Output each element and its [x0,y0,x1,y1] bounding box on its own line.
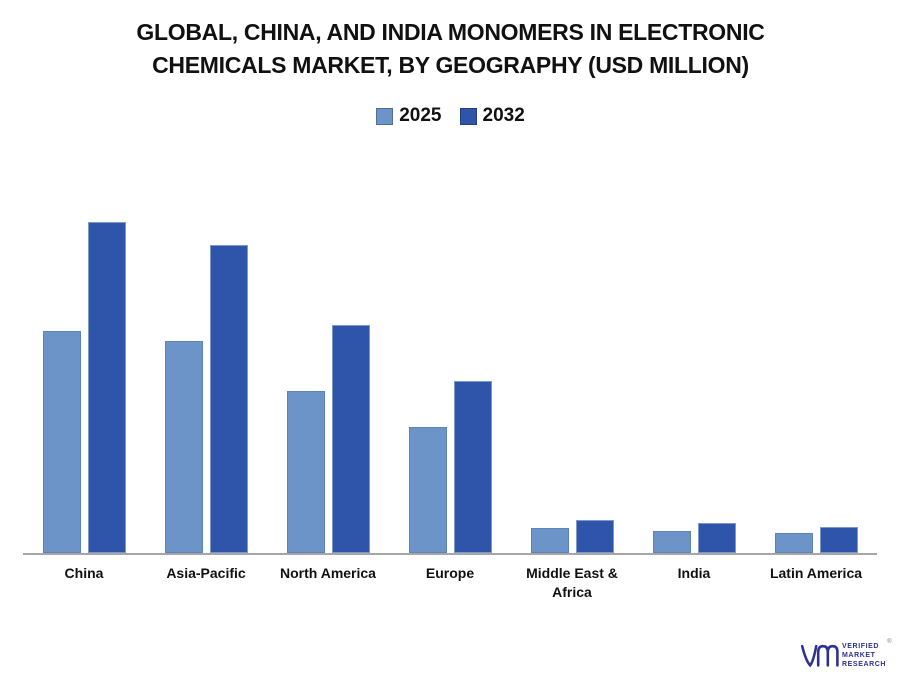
bar-2032-latin-america [819,526,858,553]
x-axis-label-middle-east-africa: Middle East & Africa [526,565,618,600]
bar-2032-india [697,523,736,553]
chart-title-line1: GLOBAL, CHINA, AND INDIA MONOMERS IN ELE… [136,19,765,45]
x-axis-line [23,553,877,555]
x-axis-label-latin-america: Latin America [769,565,863,581]
bar-2025-north-america [286,390,325,553]
category-group-india [633,149,755,553]
category-group-middle-east-africa [511,149,633,553]
bar-2032-north-america [331,324,370,553]
category-group-asia-pacific [145,149,267,553]
chart-title-line2: CHEMICALS MARKET, BY GEOGRAPHY (USD MILL… [152,52,749,78]
chart-title: GLOBAL, CHINA, AND INDIA MONOMERS IN ELE… [0,16,901,82]
bar-2025-latin-america [774,533,813,553]
category-group-china [23,149,145,553]
x-axis-label-india: India [677,565,711,581]
registered-trademark-symbol: ® [887,638,893,645]
legend-item-2025: 2025 [376,105,442,127]
brand-line-verified: VERIFIED [842,642,880,650]
plot-area [23,149,877,553]
bar-2025-asia-pacific [164,341,203,553]
category-group-europe [389,149,511,553]
bar-2032-europe [453,380,492,553]
legend-item-2032: 2032 [459,105,525,127]
x-axis-labels: China Asia-Pacific North America Europe Midd… [23,564,877,602]
brand-line-market: MARKET [842,651,876,659]
x-axis-label-north-america: North America [280,565,376,581]
legend-swatch-2032 [459,107,477,125]
bar-2032-china [87,221,126,553]
category-group-north-america [267,149,389,553]
x-axis-label-europe: Europe [425,565,475,581]
legend: 2025 2032 [0,105,901,127]
verified-market-research-logo: ® VERIFIED MARKET RESEARCH [799,635,895,675]
legend-swatch-2025 [376,107,394,125]
bar-2025-middle-east-africa [530,528,569,553]
brand-text: ® VERIFIED MARKET RESEARCH [842,639,892,669]
category-group-latin-america [755,149,877,553]
bar-2025-europe [408,427,447,553]
bar-2032-middle-east-africa [575,519,614,553]
legend-label-2025: 2025 [399,105,442,126]
brand-line-research: RESEARCH [842,660,887,668]
legend-label-2032: 2032 [482,105,525,126]
bar-2025-india [652,531,691,553]
bar-2032-asia-pacific [209,245,248,553]
bar-2025-china [42,331,81,553]
x-axis-label-asia-pacific: Asia-Pacific [166,565,246,581]
x-axis-label-china: China [64,565,104,581]
vmr-monogram-icon [800,644,839,668]
